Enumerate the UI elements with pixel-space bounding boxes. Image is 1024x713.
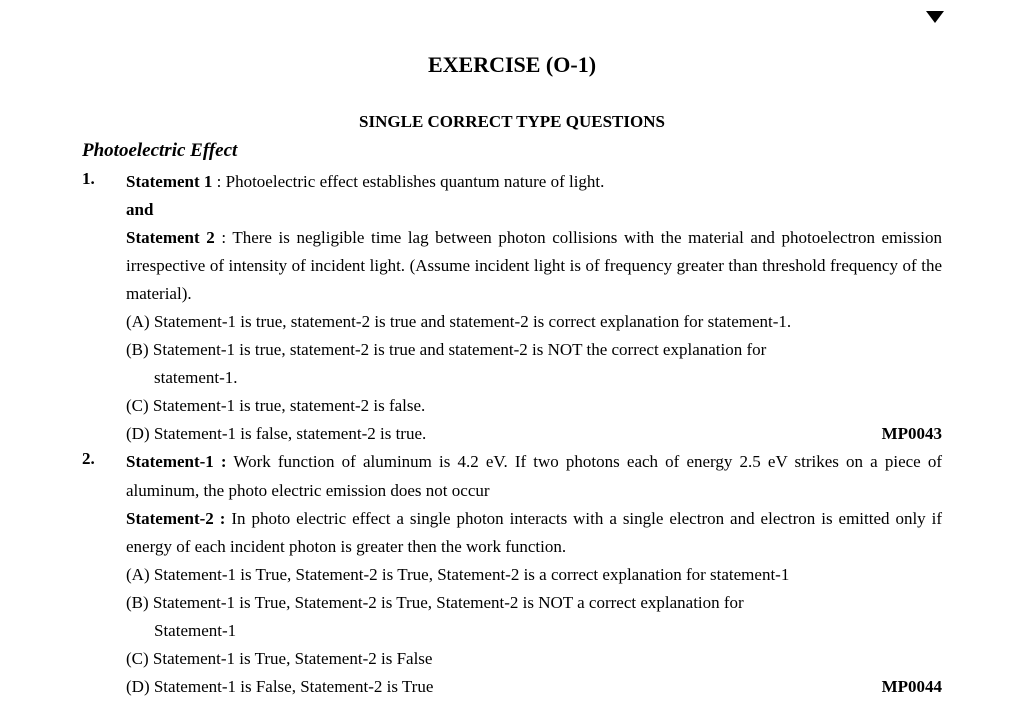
option-a: (A) Statement-1 is true, statement-2 is … xyxy=(126,308,942,336)
option-b-line2: Statement-1 xyxy=(126,617,942,645)
question-number: 1. xyxy=(82,168,126,448)
statement-2-label: Statement-2 : xyxy=(126,509,225,528)
question-code: MP0043 xyxy=(862,420,942,448)
question-body: Statement 1 : Photoelectric effect estab… xyxy=(126,168,942,448)
topic-heading: Photoelectric Effect xyxy=(82,140,942,162)
option-c: (C) Statement-1 is true, statement-2 is … xyxy=(126,392,942,420)
statement-1-text: Work function of aluminum is 4.2 eV. If … xyxy=(126,452,942,499)
exercise-title: EXERCISE (O-1) xyxy=(82,52,942,78)
option-d: (D) Statement-1 is False, Statement-2 is… xyxy=(126,673,433,701)
question-2: 2. Statement-1 : Work function of alumin… xyxy=(82,448,942,700)
and-connector: and xyxy=(126,196,942,224)
page: EXERCISE (O-1) SINGLE CORRECT TYPE QUEST… xyxy=(0,0,1024,713)
option-d-row: (D) Statement-1 is False, Statement-2 is… xyxy=(126,673,942,701)
section-subtitle: SINGLE CORRECT TYPE QUESTIONS xyxy=(82,112,942,132)
option-c: (C) Statement-1 is True, Statement-2 is … xyxy=(126,645,942,673)
statement-2-text: In photo electric effect a single photon… xyxy=(126,509,942,556)
question-1: 1. Statement 1 : Photoelectric effect es… xyxy=(82,168,942,448)
statement-2: Statement 2 : There is negligible time l… xyxy=(126,224,942,308)
statement-1: Statement-1 : Work function of aluminum … xyxy=(126,448,942,504)
question-code: MP0044 xyxy=(862,673,942,701)
statement-2: Statement-2 : In photo electric effect a… xyxy=(126,505,942,561)
option-a: (A) Statement-1 is True, Statement-2 is … xyxy=(126,561,942,589)
option-b-line2: statement-1. xyxy=(126,364,942,392)
statement-2-label: Statement 2 xyxy=(126,228,215,247)
statement-1-text: : Photoelectric effect establishes quant… xyxy=(212,172,604,191)
option-b-line1: (B) Statement-1 is true, statement-2 is … xyxy=(126,336,942,364)
statement-1: Statement 1 : Photoelectric effect estab… xyxy=(126,168,942,196)
statement-1-label: Statement 1 xyxy=(126,172,212,191)
question-body: Statement-1 : Work function of aluminum … xyxy=(126,448,942,700)
option-d: (D) Statement-1 is false, statement-2 is… xyxy=(126,420,426,448)
question-number: 2. xyxy=(82,448,126,700)
statement-2-text: : There is negligible time lag between p… xyxy=(126,228,942,303)
option-b-line1: (B) Statement-1 is True, Statement-2 is … xyxy=(126,589,942,617)
option-d-row: (D) Statement-1 is false, statement-2 is… xyxy=(126,420,942,448)
statement-1-label: Statement-1 : xyxy=(126,452,227,471)
content-area: EXERCISE (O-1) SINGLE CORRECT TYPE QUEST… xyxy=(0,0,1024,701)
dropdown-caret-icon[interactable] xyxy=(926,10,944,28)
